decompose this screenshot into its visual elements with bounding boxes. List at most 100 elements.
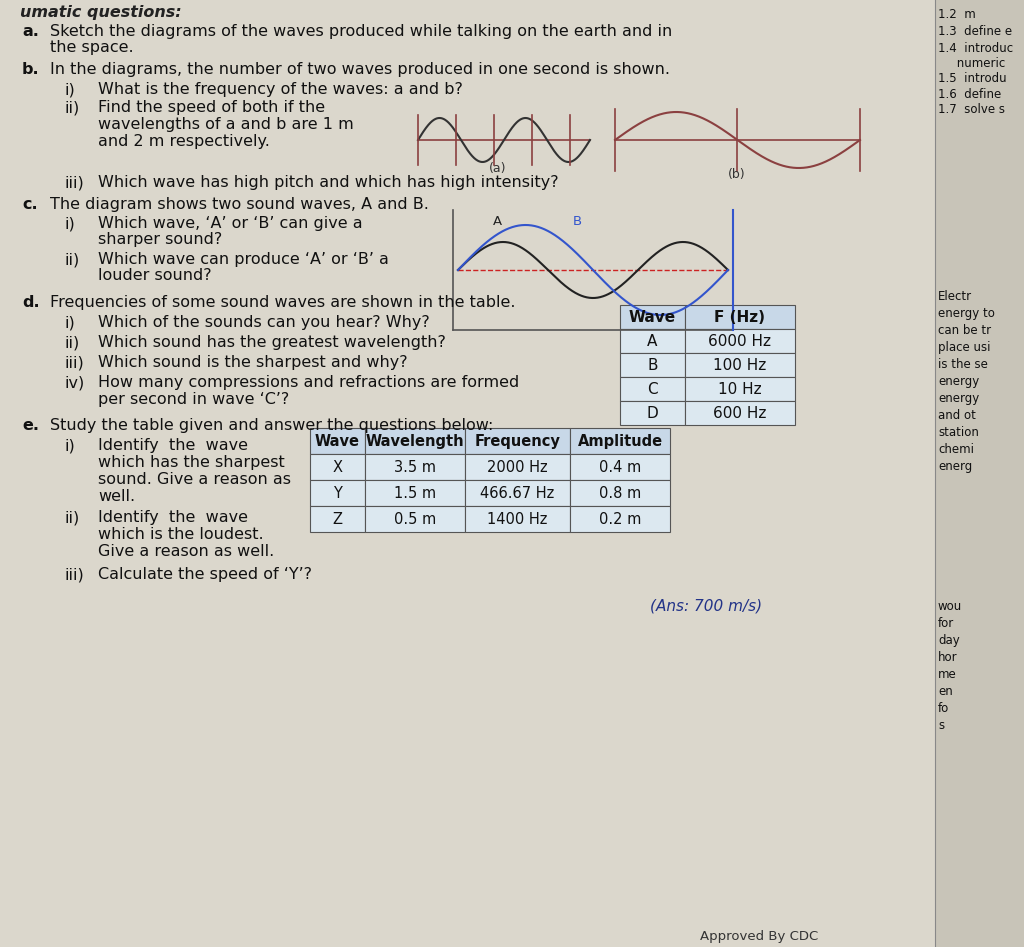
Text: louder sound?: louder sound? xyxy=(98,268,212,283)
Bar xyxy=(620,377,685,401)
Text: D: D xyxy=(646,405,658,420)
Bar xyxy=(310,480,365,506)
Bar xyxy=(935,0,1024,947)
Text: What is the frequency of the waves: a and b?: What is the frequency of the waves: a an… xyxy=(98,82,463,97)
Text: can be tr: can be tr xyxy=(938,324,991,337)
Text: place usi: place usi xyxy=(938,341,990,354)
Text: station: station xyxy=(938,426,979,439)
Text: 466.67 Hz: 466.67 Hz xyxy=(480,486,555,501)
Text: 0.8 m: 0.8 m xyxy=(599,486,641,501)
Text: ii): ii) xyxy=(65,510,80,525)
Text: 2000 Hz: 2000 Hz xyxy=(487,459,548,474)
Text: e.: e. xyxy=(22,418,39,433)
Text: Z: Z xyxy=(333,511,342,527)
Text: wou: wou xyxy=(938,600,963,613)
Text: A: A xyxy=(647,333,657,348)
Text: hor: hor xyxy=(938,651,957,664)
Text: 1.6  define: 1.6 define xyxy=(938,88,1001,101)
Text: day: day xyxy=(938,634,959,647)
Text: Wavelength: Wavelength xyxy=(366,434,464,449)
Bar xyxy=(685,353,795,377)
Text: which is the loudest.: which is the loudest. xyxy=(98,527,263,542)
Text: a.: a. xyxy=(22,24,39,39)
Text: 1.5  introdu: 1.5 introdu xyxy=(938,72,1007,85)
Text: Find the speed of both if the: Find the speed of both if the xyxy=(98,100,326,115)
Text: i): i) xyxy=(65,216,76,231)
Text: Sketch the diagrams of the waves produced while talking on the earth and in: Sketch the diagrams of the waves produce… xyxy=(50,24,672,39)
Text: C: C xyxy=(647,382,657,397)
Text: Which wave has high pitch and which has high intensity?: Which wave has high pitch and which has … xyxy=(98,175,559,190)
Text: umatic questions:: umatic questions: xyxy=(20,5,181,20)
Text: 100 Hz: 100 Hz xyxy=(714,358,767,372)
Text: 600 Hz: 600 Hz xyxy=(714,405,767,420)
Text: me: me xyxy=(938,668,956,681)
Text: the space.: the space. xyxy=(50,40,133,55)
Text: ii): ii) xyxy=(65,100,80,115)
Text: energy: energy xyxy=(938,392,979,405)
Text: s: s xyxy=(938,719,944,732)
Text: 1.5 m: 1.5 m xyxy=(394,486,436,501)
Text: 0.4 m: 0.4 m xyxy=(599,459,641,474)
Bar xyxy=(365,480,465,506)
Text: 1.4  introduc: 1.4 introduc xyxy=(938,42,1013,55)
Text: (a): (a) xyxy=(489,162,507,175)
Bar xyxy=(620,305,685,329)
Text: Which of the sounds can you hear? Why?: Which of the sounds can you hear? Why? xyxy=(98,315,430,330)
Text: 6000 Hz: 6000 Hz xyxy=(709,333,771,348)
Text: numeric: numeric xyxy=(938,57,1006,70)
Bar xyxy=(310,506,365,532)
Text: 3.5 m: 3.5 m xyxy=(394,459,436,474)
Text: well.: well. xyxy=(98,489,135,504)
Text: 0.5 m: 0.5 m xyxy=(394,511,436,527)
Text: iii): iii) xyxy=(65,567,85,582)
Text: Identify  the  wave: Identify the wave xyxy=(98,438,248,453)
Bar xyxy=(465,454,570,480)
Text: Which wave, ‘A’ or ‘B’ can give a: Which wave, ‘A’ or ‘B’ can give a xyxy=(98,216,362,231)
Text: Wave: Wave xyxy=(629,310,676,325)
Text: for: for xyxy=(938,617,954,630)
Bar xyxy=(570,454,670,480)
Text: and ot: and ot xyxy=(938,409,976,422)
Text: Which wave can produce ‘A’ or ‘B’ a: Which wave can produce ‘A’ or ‘B’ a xyxy=(98,252,389,267)
Text: Study the table given and answer the questions below:: Study the table given and answer the que… xyxy=(50,418,494,433)
Text: 1.3  define e: 1.3 define e xyxy=(938,25,1012,38)
Text: How many compressions and refractions are formed: How many compressions and refractions ar… xyxy=(98,375,519,390)
Text: energy: energy xyxy=(938,375,979,388)
Bar xyxy=(685,377,795,401)
Text: 1400 Hz: 1400 Hz xyxy=(487,511,548,527)
Bar xyxy=(620,401,685,425)
Text: chemi: chemi xyxy=(938,443,974,456)
Text: ii): ii) xyxy=(65,335,80,350)
Text: i): i) xyxy=(65,82,76,97)
Text: Amplitude: Amplitude xyxy=(578,434,663,449)
Text: Electr: Electr xyxy=(938,290,972,303)
Text: (b): (b) xyxy=(728,168,745,181)
Text: Frequency: Frequency xyxy=(474,434,560,449)
Text: which has the sharpest: which has the sharpest xyxy=(98,455,285,470)
Text: Give a reason as well.: Give a reason as well. xyxy=(98,544,274,559)
Text: iii): iii) xyxy=(65,175,85,190)
Bar xyxy=(365,506,465,532)
Text: 0.2 m: 0.2 m xyxy=(599,511,641,527)
Text: A: A xyxy=(493,215,502,228)
Text: fo: fo xyxy=(938,702,949,715)
Text: X: X xyxy=(333,459,342,474)
Text: (Ans: 700 m/s): (Ans: 700 m/s) xyxy=(650,598,762,613)
Bar xyxy=(310,428,365,454)
Text: Which sound is the sharpest and why?: Which sound is the sharpest and why? xyxy=(98,355,408,370)
Text: Wave: Wave xyxy=(315,434,360,449)
Text: ii): ii) xyxy=(65,252,80,267)
Text: Approved By CDC: Approved By CDC xyxy=(700,930,818,943)
Bar xyxy=(365,428,465,454)
Text: c.: c. xyxy=(22,197,38,212)
Text: 10 Hz: 10 Hz xyxy=(718,382,762,397)
Text: iv): iv) xyxy=(65,375,85,390)
Text: i): i) xyxy=(65,315,76,330)
Bar xyxy=(570,480,670,506)
Bar xyxy=(465,506,570,532)
Text: d.: d. xyxy=(22,295,40,310)
Bar xyxy=(685,329,795,353)
Text: 1.7  solve s: 1.7 solve s xyxy=(938,103,1005,116)
Bar xyxy=(465,480,570,506)
Text: 1.2  m: 1.2 m xyxy=(938,8,976,21)
